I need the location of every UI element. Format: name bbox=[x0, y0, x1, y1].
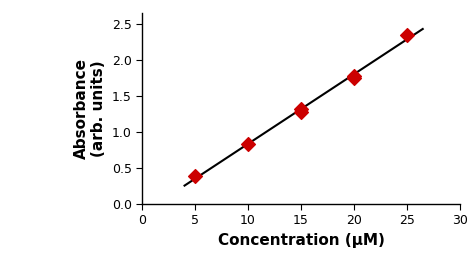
Point bbox=[297, 106, 305, 111]
Y-axis label: Absorbance
(arb. units): Absorbance (arb. units) bbox=[74, 58, 106, 159]
Point bbox=[403, 33, 410, 37]
Point bbox=[297, 109, 305, 114]
Point bbox=[244, 142, 252, 146]
Point bbox=[350, 74, 358, 78]
X-axis label: Concentration (μM): Concentration (μM) bbox=[218, 233, 384, 247]
Point bbox=[350, 76, 358, 80]
Point bbox=[191, 174, 199, 178]
